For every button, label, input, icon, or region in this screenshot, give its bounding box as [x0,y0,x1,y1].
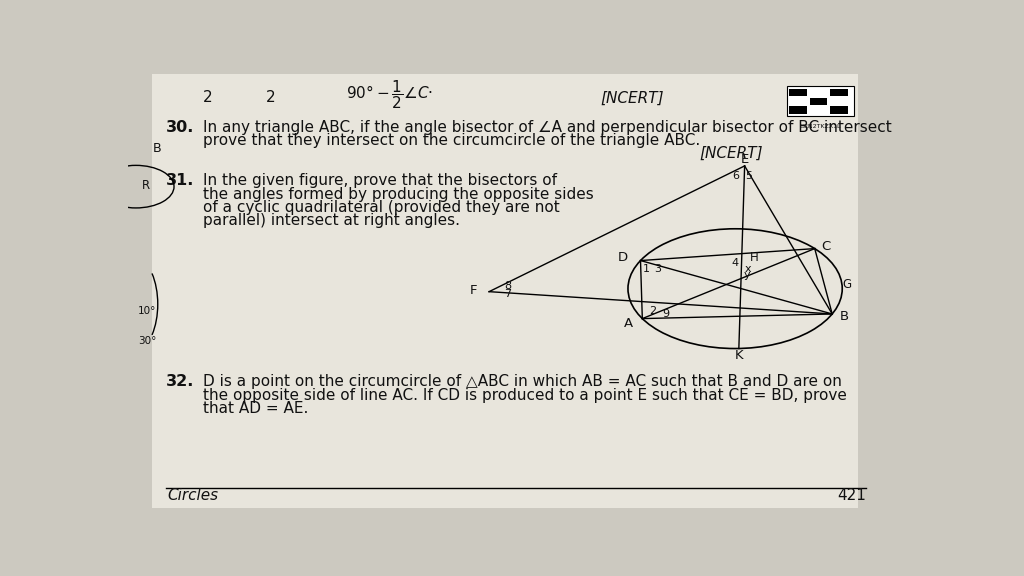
Text: of a cyclic quadrilateral (provided they are not: of a cyclic quadrilateral (provided they… [204,200,560,215]
Text: x: x [744,264,751,274]
Text: In the given figure, prove that the bisectors of: In the given figure, prove that the bise… [204,173,557,188]
Text: 10°: 10° [138,306,157,316]
Text: E: E [740,153,749,166]
Text: D: D [618,251,628,264]
Text: H: H [750,251,759,264]
Text: 4: 4 [731,258,738,268]
Text: 7: 7 [505,289,512,300]
Text: 8: 8 [505,281,512,291]
Text: OEN2TKZX1L: OEN2TKZX1L [800,124,842,129]
Text: the angles formed by producing the opposite sides: the angles formed by producing the oppos… [204,187,594,202]
Text: B: B [153,142,161,156]
Text: [NCERT]: [NCERT] [600,90,664,105]
Text: prove that they intersect on the circumcircle of the triangle ABC.: prove that they intersect on the circumc… [204,134,700,149]
Text: 421: 421 [838,488,866,503]
Text: $90°-\dfrac{1}{2}\angle C$·: $90°-\dfrac{1}{2}\angle C$· [346,78,433,111]
Text: 30.: 30. [166,120,195,135]
Bar [810,97,827,105]
Text: B: B [840,310,849,323]
Text: 1: 1 [643,264,649,274]
Text: y: y [743,270,751,281]
Text: the opposite side of line AC. If CD is produced to a point E such that CE = BD, : the opposite side of line AC. If CD is p… [204,388,847,403]
Text: 2: 2 [266,90,275,105]
Text: 31.: 31. [166,173,195,188]
Text: 2: 2 [203,90,212,105]
Bar [830,107,848,114]
Text: R: R [141,179,150,192]
Text: 32.: 32. [166,374,195,389]
Text: 30°: 30° [138,336,157,346]
Text: 5: 5 [745,171,752,181]
Text: In any triangle ABC, if the angle bisector of ∠A and perpendicular bisector of B: In any triangle ABC, if the angle bisect… [204,120,892,135]
Text: K: K [734,349,743,362]
Text: F: F [469,285,477,297]
Bar [786,85,854,116]
Text: A: A [624,317,633,331]
Text: 3: 3 [654,264,662,274]
Text: 9: 9 [663,309,670,319]
Text: G: G [842,278,851,291]
Text: 2: 2 [649,306,656,316]
Text: D is a point on the circumcircle of △ABC in which AB = AC such that B and D are : D is a point on the circumcircle of △ABC… [204,374,843,389]
Bar [790,107,807,114]
Text: parallel) intersect at right angles.: parallel) intersect at right angles. [204,213,461,228]
Bar [790,89,807,96]
Text: [NCERT]: [NCERT] [699,146,763,161]
Text: Circles: Circles [168,488,219,503]
Text: that AD = AE.: that AD = AE. [204,401,309,416]
Text: C: C [821,240,830,253]
Bar [830,89,848,96]
Text: 6: 6 [732,171,739,181]
Bar [152,74,858,508]
